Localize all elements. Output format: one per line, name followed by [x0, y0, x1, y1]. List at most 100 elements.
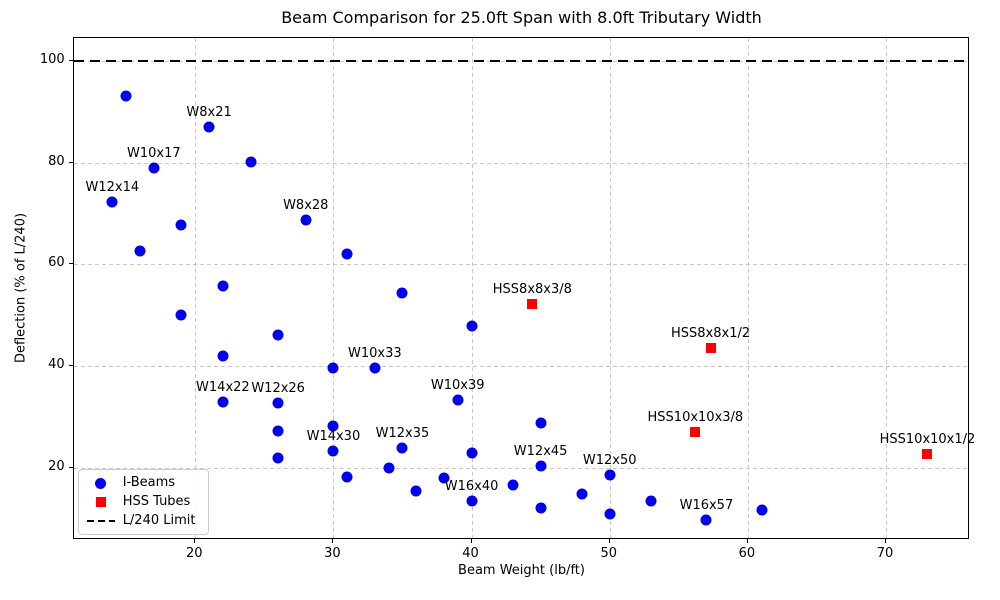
point-w10x39	[452, 394, 464, 406]
point-circle-15-93.2	[120, 90, 132, 101]
point-circle-45-28.8	[535, 417, 547, 429]
point-w16x57	[700, 514, 712, 526]
gridline-x-50	[609, 38, 611, 539]
point-w8x28	[300, 214, 312, 226]
point-circle-43-16.7	[507, 479, 519, 491]
point-circle-30-39.7	[327, 362, 339, 374]
x-tick-label-70: 70	[876, 546, 894, 562]
point-circle-31-18.2	[341, 471, 353, 483]
y-tick-label-40: 40	[48, 357, 65, 373]
x-tick-40	[470, 539, 472, 544]
point-circle-30-28.3	[327, 420, 339, 432]
point-w14x22	[217, 396, 229, 408]
point-circle-45-12.1	[535, 502, 547, 514]
point-w16x40	[466, 495, 478, 507]
gridline-y-60	[73, 264, 969, 266]
x-tick-60	[746, 539, 748, 544]
x-tick-20	[194, 539, 196, 544]
point-w10x17	[148, 162, 160, 174]
point-w12x26	[272, 397, 284, 409]
point-label-w10x33: W10x33	[348, 345, 402, 361]
y-tick-100	[68, 59, 73, 61]
gridline-x-30	[333, 38, 335, 539]
point-circle-22-55.8	[217, 280, 229, 292]
point-w12x45	[535, 460, 547, 472]
i-beam-marker-icon	[79, 477, 123, 489]
legend: I-Beams HSS Tubes L/240 Limit	[77, 469, 209, 535]
point-label-hss8x8x3-8: HSS8x8x3/8	[492, 281, 572, 297]
point-circle-16-62.6	[134, 245, 146, 257]
plot-area: I-Beams HSS Tubes L/240 Limit W12x14 W10x…	[72, 37, 975, 540]
chart-title: Beam Comparison for 25.0ft Span with 8.0…	[281, 8, 762, 27]
point-circle-26-22	[272, 452, 284, 464]
point-label-w12x14: W12x14	[85, 180, 140, 196]
point-label-w10x17: W10x17	[126, 145, 181, 161]
point-label-w14x22: W14x22	[196, 379, 250, 395]
gridline-y-40	[73, 366, 969, 368]
point-circle-19-50	[175, 309, 187, 321]
gridline-x-60	[747, 38, 749, 539]
point-label-w8x28: W8x28	[283, 197, 329, 213]
x-tick-label-40: 40	[462, 546, 479, 562]
gridline-y-20	[73, 468, 969, 470]
y-tick-label-60: 60	[48, 255, 65, 271]
point-circle-50-11	[604, 508, 616, 520]
point-w12x35	[396, 442, 408, 454]
point-circle-38-18	[438, 472, 450, 484]
point-circle-26-46.2	[272, 329, 284, 341]
point-label-w12x26: W12x26	[251, 381, 305, 397]
legend-label-limit: L/240 Limit	[122, 512, 196, 528]
point-w12x50	[604, 469, 616, 481]
y-tick-label-100: 100	[39, 51, 65, 67]
point-circle-61-11.7	[756, 504, 768, 516]
point-circle-36-15.5	[410, 485, 422, 497]
y-axis-label: Deflection (% of L/240)	[13, 212, 29, 364]
point-circle-24-80.2	[245, 156, 257, 168]
point-circle-26-27.2	[272, 425, 284, 437]
dashed-line-icon	[79, 519, 123, 522]
point-label-w8x21: W8x21	[186, 105, 232, 121]
point-circle-19-67.8	[175, 219, 187, 231]
y-tick-60	[68, 263, 73, 265]
point-label-hss10x10x3-8: HSS10x10x3/8	[647, 409, 744, 425]
legend-item-limit: L/240 Limit	[79, 511, 208, 530]
y-tick-80	[68, 161, 73, 163]
point-label-w12x50: W12x50	[582, 453, 637, 469]
point-hss10x10x3-8	[690, 426, 701, 437]
x-tick-label-60: 60	[738, 546, 756, 562]
point-label-w10x39: W10x39	[430, 377, 485, 393]
legend-label-hss-tubes: HSS Tubes	[122, 494, 191, 509]
hss-tube-marker-icon	[79, 497, 123, 507]
point-circle-22-42.1	[217, 350, 229, 362]
point-circle-53-13.6	[645, 495, 657, 507]
legend-item-hss-tubes: HSS Tubes	[79, 493, 208, 512]
y-tick-label-80: 80	[48, 153, 65, 169]
point-label-w14x30: W14x30	[306, 429, 361, 445]
x-tick-label-30: 30	[324, 546, 341, 562]
y-tick-label-20: 20	[48, 459, 65, 475]
x-axis-label: Beam Weight (lb/ft)	[458, 563, 585, 578]
x-tick-label-20: 20	[185, 546, 203, 562]
x-tick-label-50: 50	[600, 546, 617, 562]
point-circle-35-54.4	[396, 287, 408, 299]
point-hss8x8x1-2	[705, 343, 716, 354]
point-w14x30	[327, 445, 339, 457]
point-circle-40-22.9	[466, 447, 478, 459]
legend-item-i-beams: I-Beams	[79, 474, 208, 493]
point-hss8x8x3-8	[527, 298, 538, 309]
gridline-y-80	[73, 162, 969, 164]
point-label-w12x35: W12x35	[375, 425, 430, 441]
x-tick-30	[332, 539, 334, 544]
x-tick-70	[885, 539, 887, 544]
point-label-hss10x10x1-2: HSS10x10x1/2	[879, 432, 976, 448]
point-circle-34-20.1	[383, 462, 395, 474]
point-w10x33	[369, 362, 381, 374]
point-circle-40-48	[466, 320, 478, 332]
point-circle-48-14.9	[576, 488, 588, 500]
limit-line	[73, 59, 969, 62]
y-tick-20	[68, 467, 73, 469]
point-circle-31-62	[341, 248, 353, 260]
point-label-w12x45: W12x45	[513, 443, 568, 459]
point-w8x21	[203, 121, 215, 133]
